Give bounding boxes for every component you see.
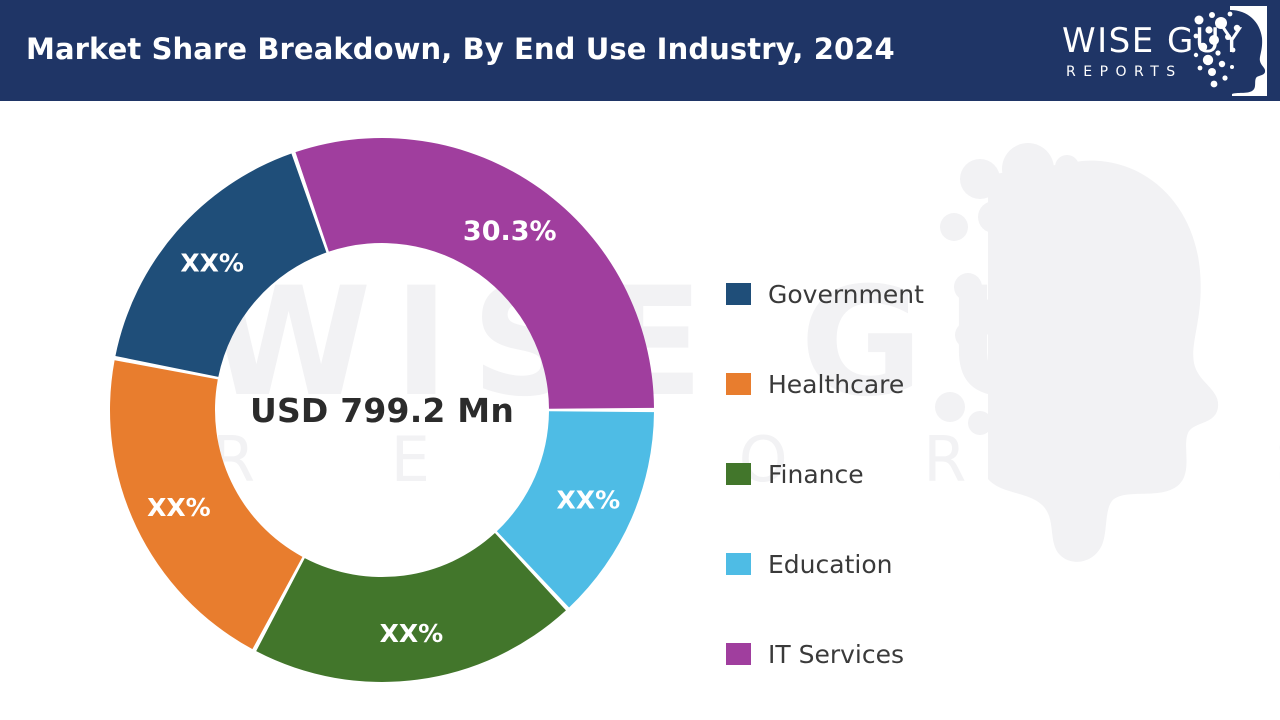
slice-value-label: XX% xyxy=(380,619,444,648)
donut-slice-finance[interactable] xyxy=(256,533,566,682)
legend-label: Healthcare xyxy=(768,369,905,399)
legend-swatch-icon xyxy=(726,553,751,575)
donut-slice-it-services[interactable] xyxy=(295,137,654,409)
legend-item-finance[interactable]: Finance xyxy=(726,429,1056,519)
head-profile-watermark-icon xyxy=(935,143,1219,562)
legend-item-healthcare[interactable]: Healthcare xyxy=(726,339,1056,429)
chart-legend: Government Healthcare Finance Education … xyxy=(726,249,1056,699)
legend-item-government[interactable]: Government xyxy=(726,249,1056,339)
legend-item-education[interactable]: Education xyxy=(726,519,1056,609)
donut-chart-svg: XX% XX% XX% XX% 30.3% xyxy=(110,137,654,682)
page-header: Market Share Breakdown, By End Use Indus… xyxy=(0,0,1280,101)
donut-center-value: USD 799.2 Mn xyxy=(249,390,515,430)
slice-value-label: XX% xyxy=(557,486,621,515)
legend-swatch-icon xyxy=(726,373,751,395)
slice-value-label: XX% xyxy=(147,493,211,522)
legend-label: IT Services xyxy=(768,639,905,669)
donut-chart: XX% XX% XX% XX% 30.3% USD 799.2 Mn xyxy=(99,127,665,693)
legend-label: Education xyxy=(768,549,893,579)
chart-body: WISE GUY R E P O R T S XX% XX% XX% XX% 30.3%… xyxy=(0,101,1280,720)
donut-slice-government[interactable] xyxy=(115,153,327,377)
wise-guy-reports-logo: WISE GUY REPORTS xyxy=(1062,6,1267,96)
legend-label: Government xyxy=(768,279,924,309)
legend-swatch-icon xyxy=(726,283,751,305)
slice-value-label: XX% xyxy=(180,248,244,277)
donut-slice-education[interactable] xyxy=(496,411,654,608)
page-title: Market Share Breakdown, By End Use Indus… xyxy=(26,32,895,66)
legend-swatch-icon xyxy=(726,643,751,665)
slice-value-label: 30.3% xyxy=(463,216,557,247)
legend-swatch-icon xyxy=(726,463,751,485)
legend-label: Finance xyxy=(768,459,864,489)
donut-slice-healthcare[interactable] xyxy=(110,360,303,650)
svg-text:REPORTS: REPORTS xyxy=(1066,64,1183,80)
legend-item-it-services[interactable]: IT Services xyxy=(726,609,1056,699)
